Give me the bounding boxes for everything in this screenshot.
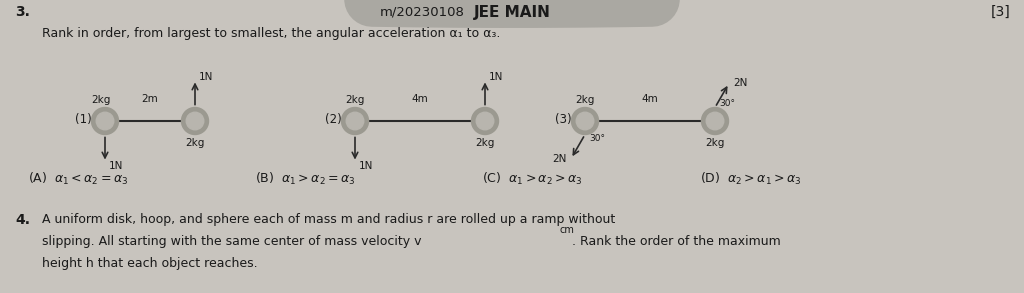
Text: A uniform disk, hoop, and sphere each of mass m and radius r are rolled up a ram: A uniform disk, hoop, and sphere each of…	[42, 213, 615, 226]
Circle shape	[186, 112, 204, 130]
Text: (1): (1)	[75, 113, 92, 125]
Circle shape	[346, 112, 364, 130]
Text: 3.: 3.	[15, 5, 30, 19]
Text: 30°: 30°	[589, 134, 605, 142]
Circle shape	[96, 112, 114, 130]
Text: Rank in order, from largest to smallest, the angular acceleration α₁ to α₃.: Rank in order, from largest to smallest,…	[42, 27, 501, 40]
Text: (3): (3)	[555, 113, 571, 125]
Text: 4m: 4m	[412, 94, 428, 104]
Text: (C)  $\alpha_1 > \alpha_2 > \alpha_3$: (C) $\alpha_1 > \alpha_2 > \alpha_3$	[482, 171, 583, 187]
Text: slipping. All starting with the same center of mass velocity v: slipping. All starting with the same cen…	[42, 235, 422, 248]
Text: (A)  $\alpha_1 < \alpha_2 = \alpha_3$: (A) $\alpha_1 < \alpha_2 = \alpha_3$	[28, 171, 128, 187]
Text: . Rank the order of the maximum: . Rank the order of the maximum	[572, 235, 780, 248]
Circle shape	[181, 108, 209, 134]
Text: 2kg: 2kg	[345, 95, 365, 105]
Text: 4m: 4m	[642, 94, 658, 104]
Text: [3]: [3]	[990, 5, 1010, 19]
Circle shape	[476, 112, 494, 130]
Text: JEE MAIN: JEE MAIN	[473, 5, 551, 20]
Text: cm: cm	[560, 225, 574, 235]
Circle shape	[571, 108, 598, 134]
Text: 2kg: 2kg	[475, 137, 495, 147]
Text: (2): (2)	[325, 113, 342, 125]
Circle shape	[577, 112, 594, 130]
Text: 1N: 1N	[109, 161, 123, 171]
Circle shape	[701, 108, 728, 134]
Text: height h that each object reaches.: height h that each object reaches.	[42, 257, 258, 270]
Text: 30°: 30°	[719, 98, 735, 108]
Text: 2m: 2m	[141, 94, 159, 104]
Text: 1N: 1N	[359, 161, 374, 171]
Text: (B)  $\alpha_1 > \alpha_2 = \alpha_3$: (B) $\alpha_1 > \alpha_2 = \alpha_3$	[255, 171, 355, 187]
Text: 2kg: 2kg	[575, 95, 595, 105]
Text: 2kg: 2kg	[185, 137, 205, 147]
Text: 4.: 4.	[15, 213, 30, 227]
Text: 2kg: 2kg	[706, 137, 725, 147]
Circle shape	[341, 108, 369, 134]
Text: 2N: 2N	[553, 154, 567, 164]
Text: 1N: 1N	[489, 71, 504, 81]
Text: 1N: 1N	[199, 71, 213, 81]
Circle shape	[91, 108, 119, 134]
Text: 2N: 2N	[733, 78, 748, 88]
Text: m/20230108: m/20230108	[380, 5, 465, 18]
Text: (D)  $\alpha_2 > \alpha_1 > \alpha_3$: (D) $\alpha_2 > \alpha_1 > \alpha_3$	[700, 171, 802, 187]
Text: 2kg: 2kg	[91, 95, 111, 105]
Circle shape	[471, 108, 499, 134]
Circle shape	[707, 112, 724, 130]
